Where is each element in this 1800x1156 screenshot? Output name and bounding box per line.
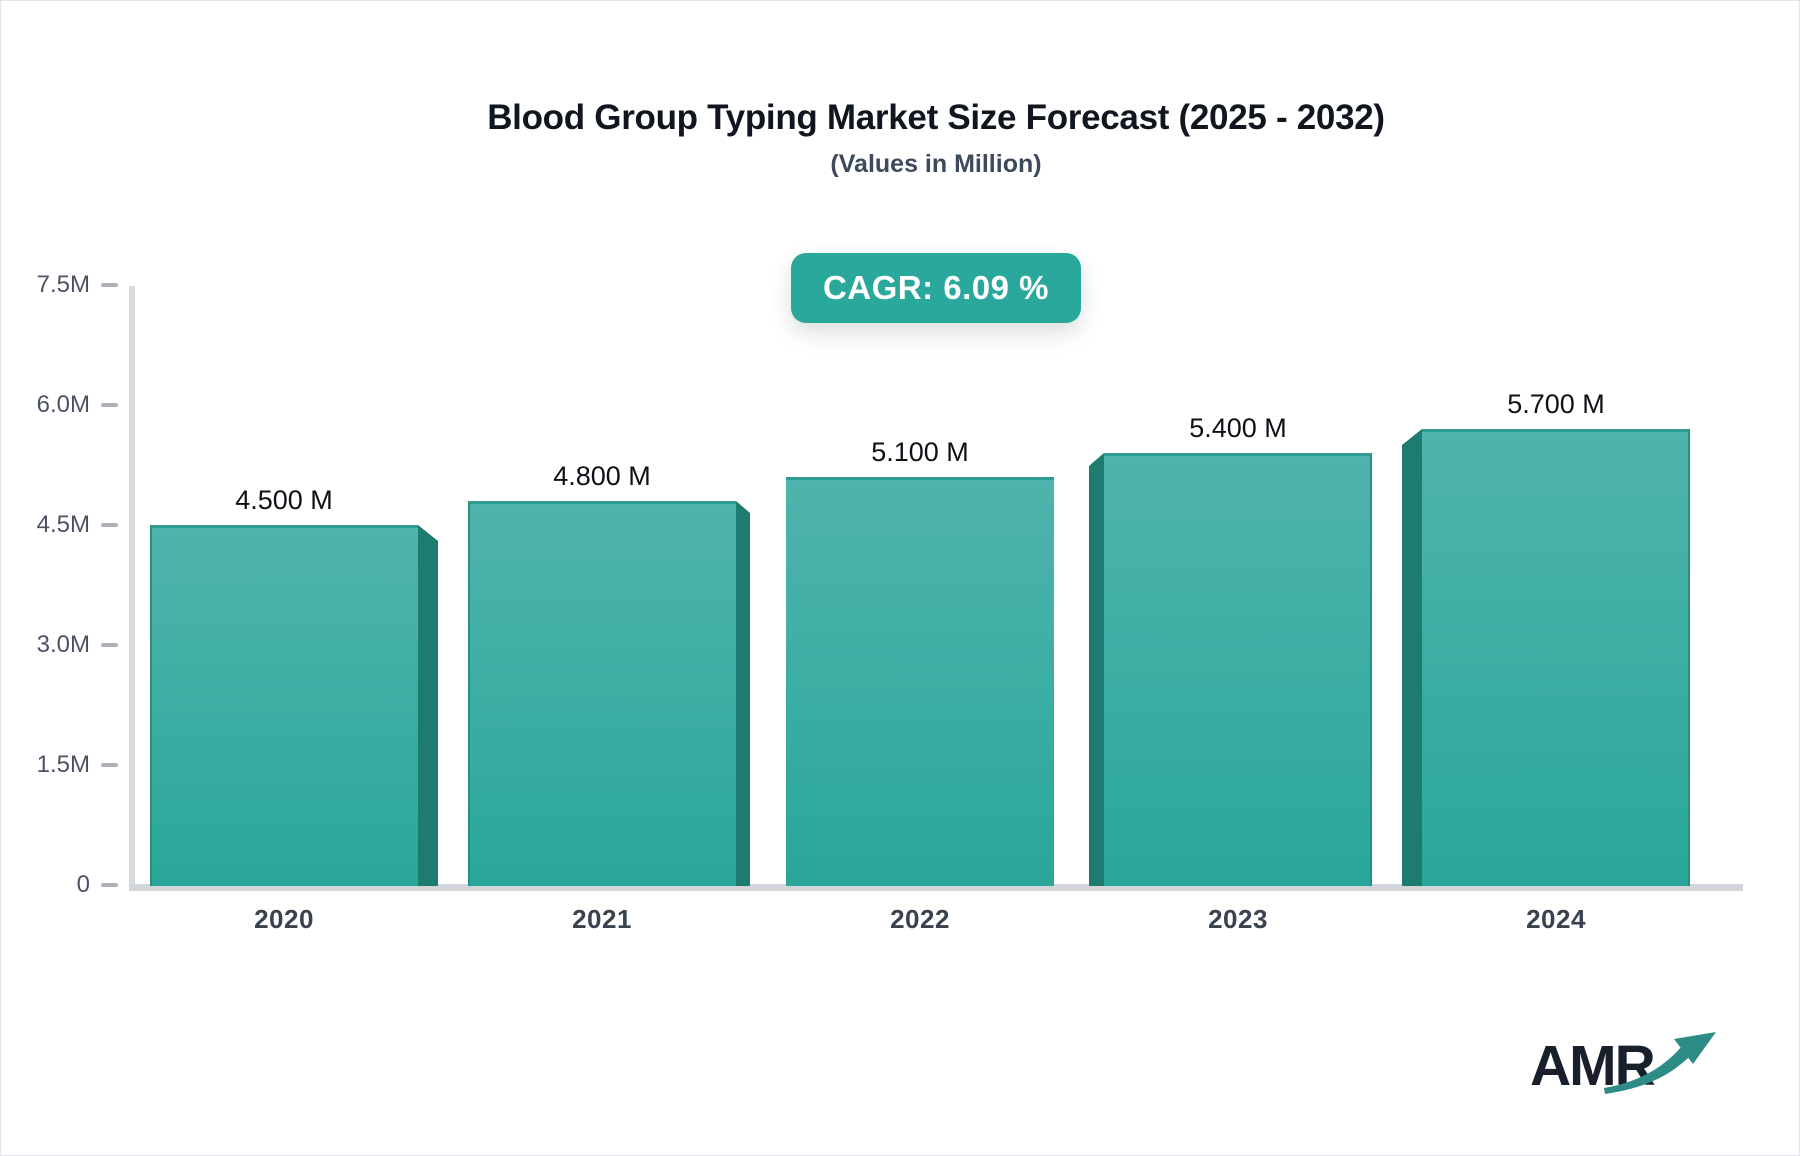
x-category-label: 2023 (1208, 904, 1268, 934)
amr-logo: AMR (1530, 1030, 1740, 1120)
y-tick-label: 0 (76, 871, 90, 898)
y-tick-label: 3.0M (36, 631, 90, 658)
y-tick-mark (101, 763, 118, 767)
y-axis-line (129, 286, 135, 887)
amr-logo-arrow-icon (1604, 1032, 1716, 1094)
bar-value-label: 5.100 M (871, 437, 969, 467)
bar-value-label: 4.800 M (553, 461, 651, 491)
x-category-label: 2022 (890, 904, 950, 934)
y-tick-mark (101, 403, 118, 407)
x-category-label: 2020 (254, 904, 314, 934)
y-tick-label: 1.5M (36, 751, 90, 778)
y-tick-label: 6.0M (36, 391, 90, 418)
y-tick-mark (101, 883, 118, 887)
y-tick-mark (101, 283, 118, 287)
bar-2021[interactable] (468, 501, 736, 886)
bar-2020[interactable] (150, 525, 418, 886)
y-tick-mark (101, 643, 118, 647)
bar-value-label: 5.400 M (1189, 413, 1287, 443)
bar-2022[interactable] (786, 477, 1054, 886)
bar-value-label: 4.500 M (235, 485, 333, 515)
bar-side-panel (1402, 429, 1422, 886)
cagr-badge-row: CAGR: 6.09 % (130, 253, 1742, 323)
bar-side-panel (418, 525, 438, 886)
x-category-label: 2024 (1526, 904, 1586, 934)
bar-2024[interactable] (1422, 429, 1690, 886)
chart-subtitle: (Values in Million) (830, 150, 1042, 178)
bar-value-label: 5.700 M (1507, 389, 1605, 419)
x-axis-line (129, 884, 1743, 891)
y-tick-mark (101, 523, 118, 527)
x-category-label: 2021 (572, 904, 632, 934)
bar-2023[interactable] (1104, 453, 1372, 886)
y-tick-label: 7.5M (36, 271, 90, 298)
bar-side-panel (1089, 453, 1104, 886)
y-tick-label: 4.5M (36, 511, 90, 538)
cagr-badge: CAGR: 6.09 % (790, 253, 1082, 323)
chart-title: Blood Group Typing Market Size Forecast … (487, 98, 1385, 137)
bar-side-panel (736, 501, 750, 886)
